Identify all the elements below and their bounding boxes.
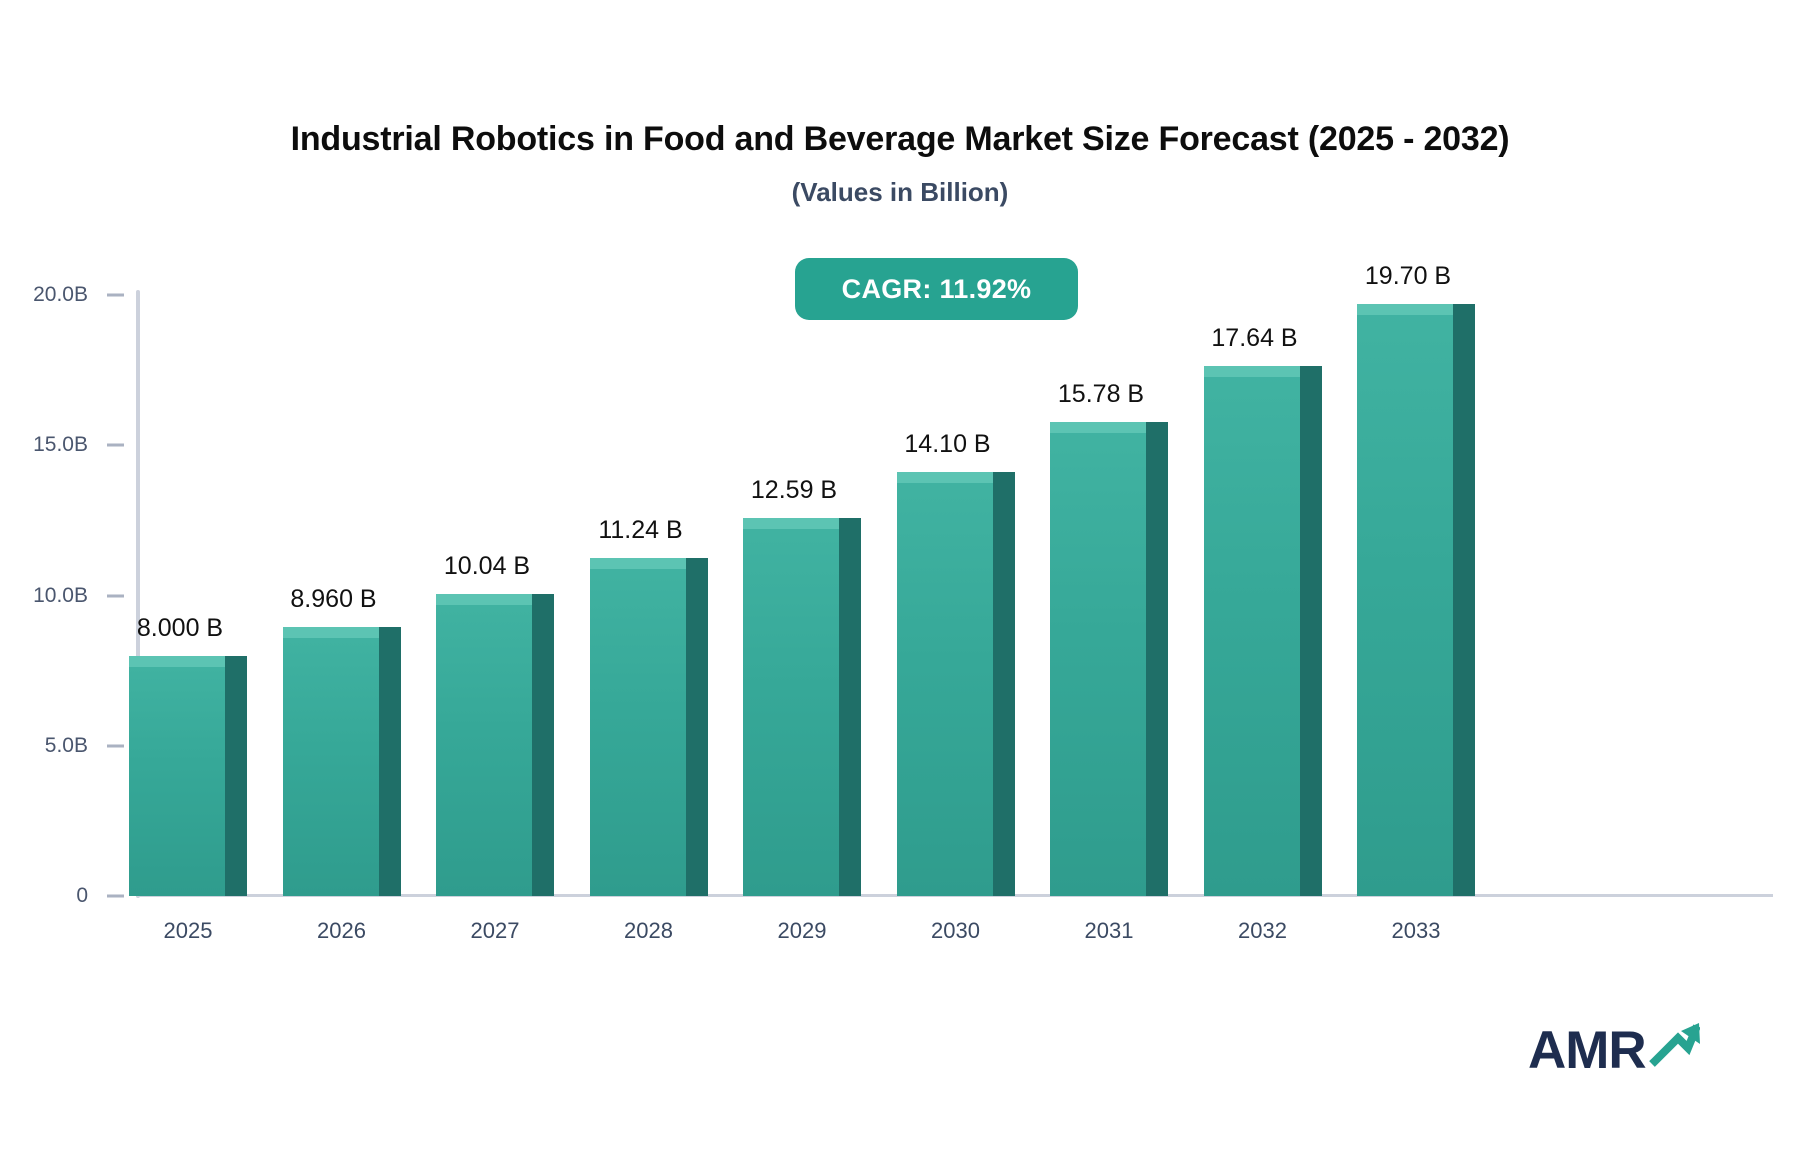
y-axis-tick-label: 15.0B	[33, 433, 88, 457]
bar-top-face	[282, 626, 379, 638]
y-axis-tick-mark	[107, 293, 124, 297]
bar	[1357, 304, 1475, 896]
bar-side-face	[532, 594, 554, 896]
growth-arrow-icon	[1648, 1020, 1701, 1073]
bar-front-face	[436, 594, 532, 896]
y-axis-line	[136, 290, 140, 898]
x-axis-tick-label: 2031	[1084, 918, 1134, 943]
chart-title: Industrial Robotics in Food and Beverage…	[290, 120, 1510, 158]
x-axis-tick-label: 2026	[317, 918, 366, 943]
bar-value-label: 10.04 B	[443, 552, 531, 581]
bar	[589, 558, 708, 896]
bar	[1050, 421, 1168, 896]
bar-side-face	[1146, 421, 1168, 896]
bar	[896, 472, 1015, 896]
bar-value-label: 19.70 B	[1364, 262, 1452, 290]
x-axis-tick-label: 2028	[624, 918, 673, 943]
y-axis-tick-label: 10.0B	[33, 583, 88, 607]
chart-subtitle: (Values in Billion)	[791, 177, 1009, 207]
bar-front-face	[743, 517, 839, 896]
bar	[1203, 365, 1322, 896]
bar-value-label: 15.78 B	[1057, 379, 1145, 408]
bar-value-label: 12.59 B	[750, 475, 838, 504]
bar-front-face	[896, 472, 993, 896]
y-axis-tick-label: 20.0B	[33, 283, 88, 306]
bar-side-face	[992, 472, 1015, 896]
bar-side-face	[1299, 365, 1322, 896]
bar-side-face	[685, 558, 708, 896]
bar-value-label: 8.000 B	[136, 613, 224, 642]
bar-value-label: 11.24 B	[598, 516, 683, 545]
bar-front-face	[129, 655, 225, 896]
bar	[436, 594, 554, 896]
y-axis-tick-label: 0	[76, 884, 88, 907]
x-axis-tick-label: 2025	[163, 918, 213, 943]
bar-side-face	[839, 517, 861, 896]
bar-top-face	[129, 655, 225, 667]
x-axis-tick-label: 2030	[931, 918, 980, 943]
bar-front-face	[1050, 421, 1146, 896]
bar	[129, 655, 247, 896]
bar-front-face	[589, 558, 686, 896]
amr-logo: AMR	[1528, 1020, 1701, 1080]
bar	[743, 517, 861, 896]
bar-top-face	[1203, 365, 1300, 377]
bar	[282, 626, 401, 896]
bar-top-face	[589, 558, 686, 570]
y-axis-tick-label: 5.0B	[44, 733, 88, 757]
bar-value-label: 14.10 B	[904, 430, 991, 459]
bar-top-face	[436, 594, 532, 606]
cagr-badge-label: CAGR: 11.92%	[841, 273, 1032, 304]
x-axis-tick-label: 2033	[1391, 918, 1441, 943]
bar-front-face	[1203, 365, 1300, 896]
x-axis-tick-label: 2029	[777, 918, 827, 943]
bar-front-face	[282, 626, 379, 896]
bar-side-face	[378, 626, 401, 896]
bar-top-face	[743, 517, 839, 529]
cagr-badge: CAGR: 11.92%	[795, 258, 1078, 320]
x-axis-tick-label: 2027	[470, 918, 520, 943]
bar-side-face	[225, 655, 247, 896]
bar-side-face	[1453, 304, 1475, 896]
y-axis-tick-mark	[107, 443, 124, 447]
bar-top-face	[1050, 421, 1146, 433]
y-axis-tick-mark	[107, 744, 124, 748]
bar-front-face	[1357, 304, 1453, 896]
bar-top-face	[1357, 304, 1453, 315]
y-axis-tick-mark	[107, 594, 124, 597]
amr-logo-text: AMR	[1528, 1021, 1647, 1080]
x-axis-tick-label: 2032	[1238, 918, 1287, 943]
y-axis-tick-mark	[107, 894, 124, 898]
bar-top-face	[896, 472, 993, 484]
bar-value-label: 17.64 B	[1211, 323, 1298, 352]
bar-value-label: 8.960 B	[290, 584, 377, 613]
